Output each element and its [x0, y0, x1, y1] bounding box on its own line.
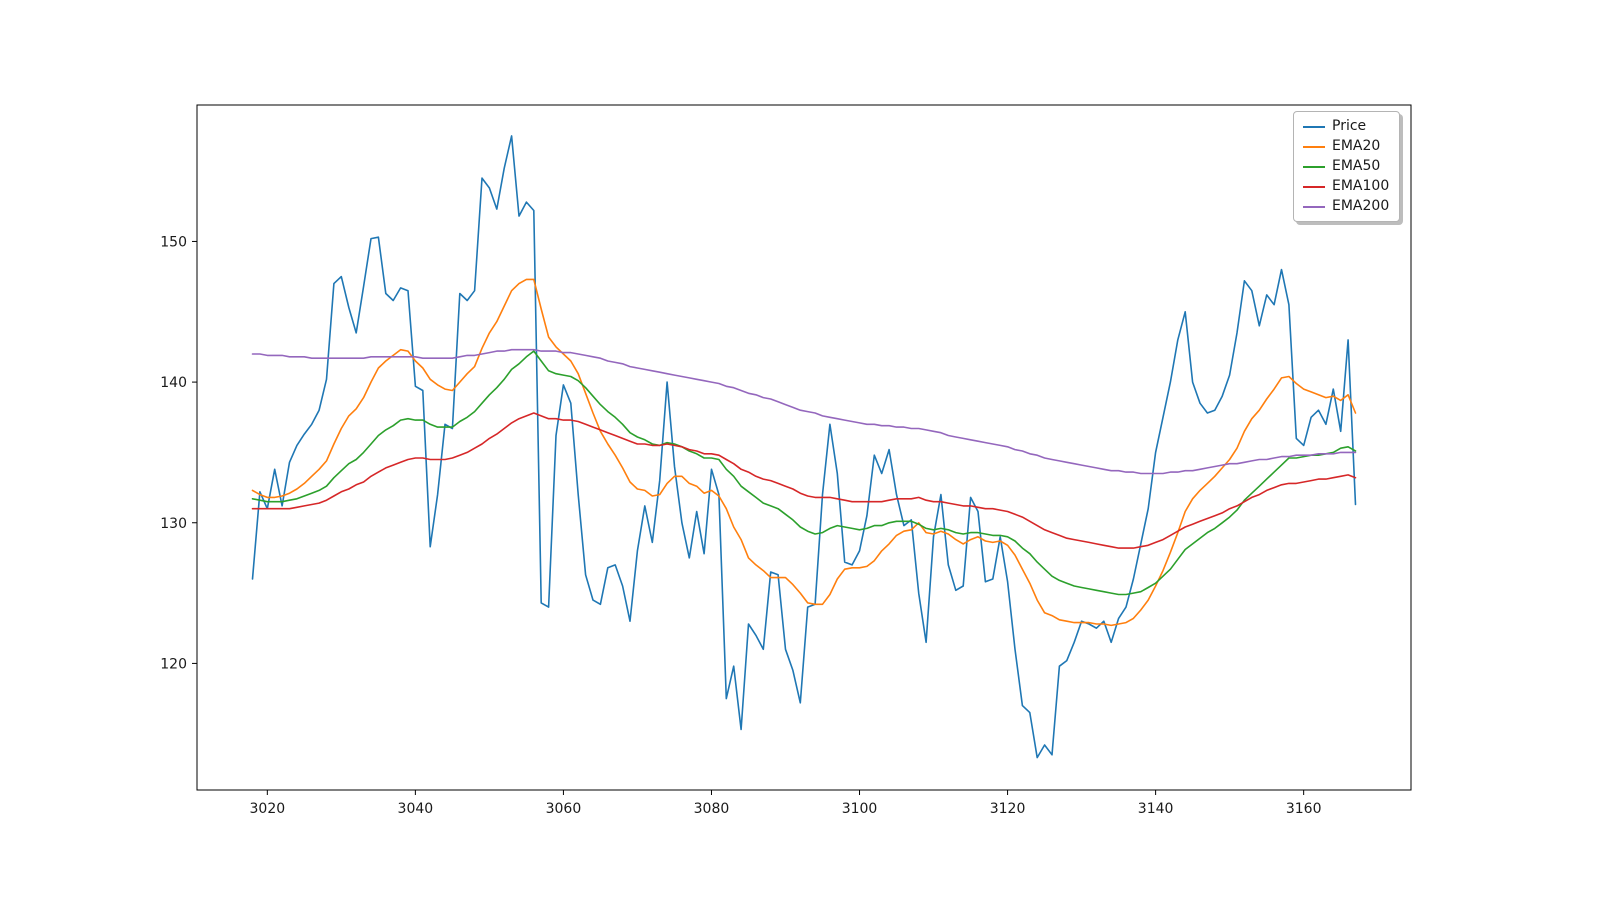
- ema50-line-swatch: [1303, 165, 1325, 168]
- x-tick-label: 3020: [250, 801, 286, 817]
- legend-label: EMA50: [1332, 158, 1381, 174]
- y-tick-label: 120: [160, 656, 187, 672]
- legend: Price EMA20 EMA50 EMA100 EMA200: [1293, 111, 1401, 222]
- series-line-ema100: [251, 412, 1357, 549]
- series-line-ema20: [251, 278, 1357, 627]
- y-tick-label: 140: [160, 375, 187, 391]
- plot-border: [196, 104, 1412, 791]
- legend-label: EMA20: [1332, 138, 1381, 154]
- x-tick-label: 3060: [546, 801, 582, 817]
- legend-entry-ema100: EMA100: [1303, 178, 1389, 195]
- ema20-line-swatch: [1303, 145, 1325, 148]
- x-tick-label: 3160: [1286, 801, 1322, 817]
- ema100-line-swatch: [1303, 185, 1325, 188]
- series-line-ema50: [251, 350, 1357, 596]
- series-line-price: [251, 135, 1357, 759]
- x-axis: 3020 3040 3060 3080 3100 3120 3140 3160: [250, 790, 1322, 817]
- legend-entry-price: Price: [1303, 118, 1389, 135]
- legend-entry-ema50: EMA50: [1303, 158, 1389, 175]
- legend-label: EMA100: [1332, 178, 1390, 194]
- x-tick-label: 3040: [398, 801, 434, 817]
- price-line-swatch: [1303, 125, 1325, 128]
- y-tick-label: 130: [160, 516, 187, 532]
- legend-entry-ema20: EMA20: [1303, 138, 1389, 155]
- legend-label: EMA200: [1332, 198, 1390, 214]
- x-tick-label: 3140: [1138, 801, 1174, 817]
- y-tick-label: 150: [160, 234, 187, 250]
- ema200-line-swatch: [1303, 205, 1325, 208]
- y-axis: 120 130 140 150: [160, 234, 197, 672]
- series-line-ema200: [251, 348, 1357, 475]
- legend-label: Price: [1332, 118, 1367, 134]
- x-tick-label: 3100: [842, 801, 878, 817]
- legend-entry-ema200: EMA200: [1303, 198, 1389, 215]
- x-tick-label: 3120: [990, 801, 1026, 817]
- x-tick-label: 3080: [694, 801, 730, 817]
